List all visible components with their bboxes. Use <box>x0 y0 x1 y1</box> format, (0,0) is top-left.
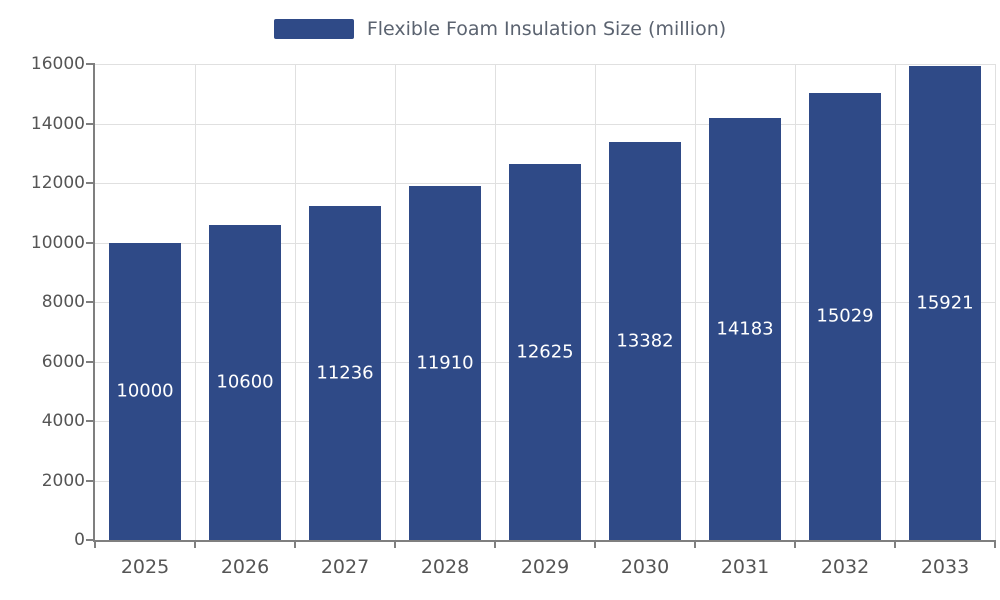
v-gridline <box>995 64 996 540</box>
legend-label: Flexible Foam Insulation Size (million) <box>366 18 727 40</box>
h-gridline <box>95 64 995 65</box>
bar-value-label: 11236 <box>316 362 374 384</box>
y-tick-label: 12000 <box>30 173 85 193</box>
y-tick-mark <box>86 301 93 303</box>
x-tick-label: 2025 <box>120 556 170 578</box>
bar-value-label: 12625 <box>516 341 574 363</box>
bar-2029: 12625 <box>509 164 581 540</box>
y-tick-label: 2000 <box>41 470 85 491</box>
y-tick-mark <box>86 122 93 125</box>
x-tick-mark <box>394 542 396 548</box>
y-tick-mark <box>86 241 93 244</box>
plot-area: 10000 10600 11236 11910 12625 13382 14183 15029… <box>95 64 996 540</box>
y-tick-mark <box>86 182 93 184</box>
x-tick-mark <box>294 542 296 548</box>
bar-2027: 11236 <box>309 205 381 540</box>
x-tick-label: 2031 <box>720 556 770 578</box>
x-tick-mark <box>894 542 896 548</box>
bar-value-label: 15921 <box>916 292 974 314</box>
bar-2030: 13382 <box>609 141 681 540</box>
v-gridline <box>495 64 496 540</box>
y-axis-line <box>93 63 95 542</box>
bar-2033: 15921 <box>909 66 981 540</box>
v-gridline <box>695 64 696 540</box>
y-tick-mark <box>86 420 93 422</box>
x-tick-mark <box>194 542 196 548</box>
bar-2032: 15029 <box>809 92 881 540</box>
y-tick-mark <box>86 539 93 541</box>
bar-2026: 10600 <box>209 224 281 540</box>
bar-2025: 10000 <box>109 242 181 540</box>
x-tick-label: 2028 <box>420 556 470 578</box>
v-gridline <box>395 64 396 540</box>
bar-2028: 11910 <box>409 185 481 540</box>
bar-value-label: 10600 <box>216 371 274 393</box>
v-gridline <box>795 64 796 540</box>
bar-value-label: 15029 <box>816 305 874 327</box>
x-tick-label: 2032 <box>820 556 870 578</box>
x-tick-mark <box>794 542 796 548</box>
v-gridline <box>295 64 296 540</box>
y-tick-label: 6000 <box>41 351 85 372</box>
x-tick-mark <box>594 542 596 548</box>
y-tick-mark <box>86 479 93 482</box>
y-tick-label: 8000 <box>41 292 85 312</box>
x-tick-label: 2026 <box>220 556 270 578</box>
v-gridline <box>195 64 196 540</box>
x-tick-mark <box>694 542 696 548</box>
v-gridline <box>895 64 896 540</box>
y-tick-label: 16000 <box>30 54 85 74</box>
v-gridline <box>595 64 596 540</box>
bar-2031: 14183 <box>709 118 781 540</box>
y-tick-label: 10000 <box>30 232 85 253</box>
y-tick-label: 14000 <box>30 113 85 134</box>
x-axis-line <box>93 540 996 542</box>
x-tick-mark <box>994 542 996 548</box>
x-tick-label: 2027 <box>320 556 370 578</box>
x-tick-label: 2030 <box>620 556 670 578</box>
y-tick-label: 0 <box>74 530 85 550</box>
h-gridline <box>95 123 995 125</box>
bar-value-label: 13382 <box>616 330 674 352</box>
y-tick-label: 4000 <box>41 411 85 431</box>
bar-value-label: 14183 <box>716 318 774 340</box>
bar-value-label: 10000 <box>116 380 174 402</box>
y-tick-mark <box>86 360 93 363</box>
x-tick-label: 2029 <box>520 556 570 578</box>
x-tick-mark <box>94 542 96 548</box>
legend-swatch <box>273 19 354 39</box>
bar-value-label: 11910 <box>416 352 474 374</box>
x-tick-mark <box>494 542 496 548</box>
y-tick-mark <box>86 63 93 65</box>
legend[interactable]: Flexible Foam Insulation Size (million) <box>0 16 1000 42</box>
x-tick-label: 2033 <box>920 556 970 578</box>
